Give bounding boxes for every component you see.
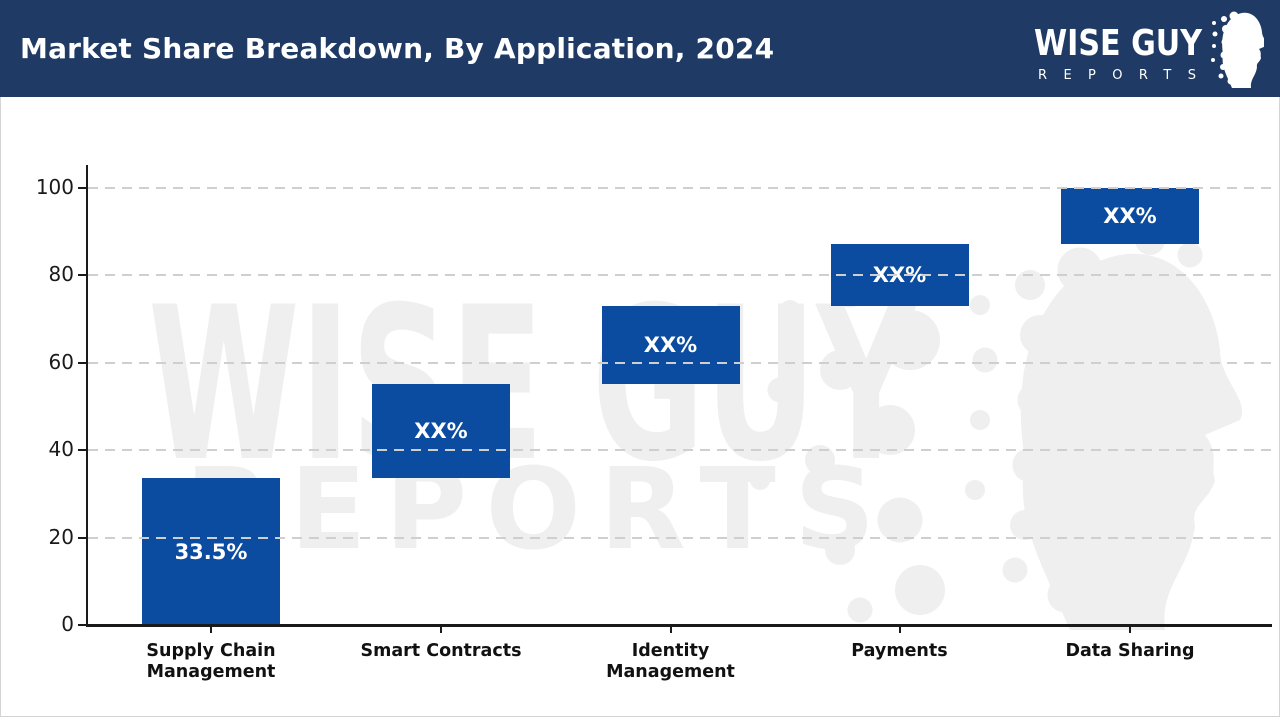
- logo-wordmark: WISE GUY: [1034, 23, 1203, 64]
- gridline-20: [88, 536, 1272, 539]
- wise-guy-reports-logo: WISE GUY REPORTS: [1034, 11, 1264, 88]
- left-border-line: [0, 97, 1, 717]
- x-axis-tick: [440, 626, 442, 633]
- bar-value-label: XX%: [414, 419, 468, 444]
- x-axis-tick: [210, 626, 212, 633]
- gridline-80: [88, 274, 1272, 276]
- y-axis-label: 20: [48, 524, 74, 549]
- x-axis-category-label: Data Sharing: [1065, 641, 1195, 661]
- y-axis-label: 0: [61, 612, 74, 636]
- y-axis-label: 100: [35, 174, 74, 199]
- y-axis-tick: [78, 536, 86, 539]
- x-axis-category-label: Payments: [851, 641, 948, 661]
- y-axis-tick: [78, 361, 86, 364]
- y-axis-label: 40: [48, 437, 74, 461]
- x-axis-category-label: Smart Contracts: [360, 641, 522, 661]
- logo-head-icon: [1211, 11, 1264, 88]
- gridline-100: [88, 186, 1272, 189]
- bar-3: XX%: [601, 305, 740, 385]
- bar-5: XX%: [1061, 187, 1199, 245]
- y-axis-tick: [78, 449, 86, 451]
- bar-2: XX%: [372, 384, 510, 479]
- gridline-40: [88, 449, 1272, 451]
- y-axis-line: [86, 165, 88, 627]
- x-axis-category-label: Supply Chain Management: [146, 641, 276, 683]
- gridline-60: [88, 361, 1272, 364]
- bar-value-label: 33.5%: [174, 539, 248, 564]
- y-axis-tick: [78, 186, 86, 189]
- page-title: Market Share Breakdown, By Application, …: [20, 32, 775, 65]
- x-axis-line: [86, 624, 1272, 627]
- x-axis-tick: [669, 626, 672, 633]
- watermark-head-icon: [750, 230, 1243, 630]
- bar-1: 33.5%: [142, 478, 280, 625]
- watermark-line2: REPORTS: [185, 445, 875, 570]
- header-bar: Market Share Breakdown, By Application, …: [0, 0, 1280, 97]
- bar-value-label: XX%: [1103, 203, 1157, 228]
- x-axis-category-label: Identity Management: [606, 641, 735, 683]
- y-axis-label: 60: [48, 349, 74, 374]
- y-axis-tick: [78, 624, 86, 626]
- x-axis-tick: [898, 626, 901, 633]
- bottom-border-line: [0, 716, 1280, 717]
- y-axis-tick: [78, 274, 86, 276]
- y-axis-label: 80: [48, 262, 74, 286]
- x-axis-tick: [1129, 626, 1131, 633]
- bar-value-label: XX%: [643, 333, 698, 357]
- logo-subtext: REPORTS: [1038, 68, 1196, 83]
